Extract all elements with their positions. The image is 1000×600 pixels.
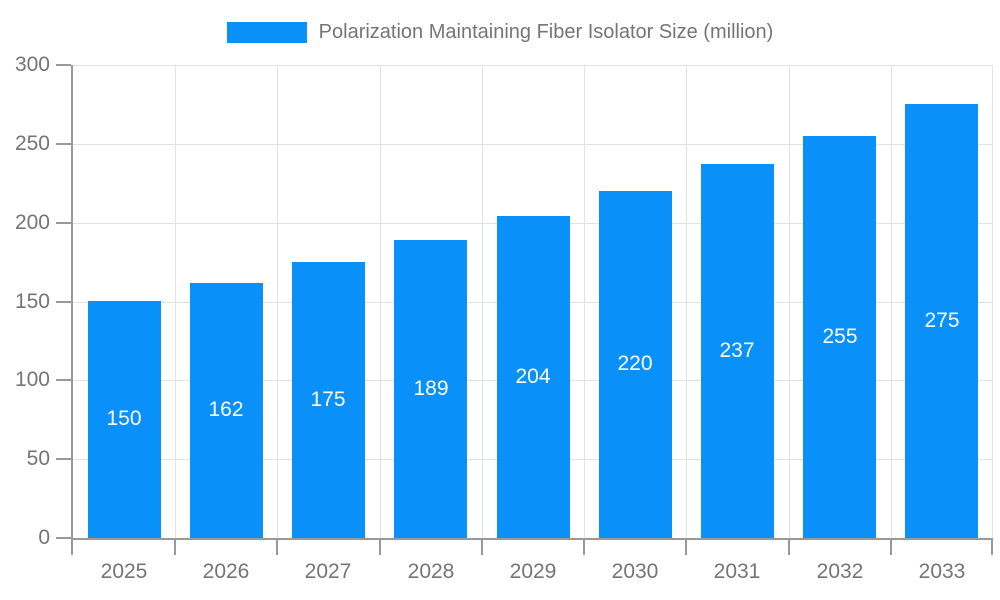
y-axis-tick-label: 150 (14, 290, 50, 313)
x-axis-tick-label: 2032 (816, 560, 864, 583)
gridline-vertical (686, 65, 687, 538)
gridline-vertical (891, 65, 892, 538)
y-axis-tick (56, 222, 71, 224)
legend-label[interactable]: Polarization Maintaining Fiber Isolator … (318, 20, 774, 43)
x-axis-tick (991, 538, 993, 555)
gridline-horizontal (73, 65, 993, 66)
legend[interactable]: Polarization Maintaining Fiber Isolator … (0, 18, 1000, 46)
y-axis-tick-label: 100 (14, 368, 50, 391)
bar-2031[interactable] (701, 164, 774, 538)
plot-area: 150 162 175 189 204 220 237 255 275 0 50 100 150 200… (15, 53, 993, 583)
y-axis-tick-label: 50 (26, 447, 50, 470)
x-axis-tick (583, 538, 585, 555)
y-axis-tick-label: 250 (14, 132, 50, 155)
y-axis-line (71, 65, 73, 540)
x-axis-tick-label: 2033 (918, 560, 966, 583)
bar-2026[interactable] (190, 283, 263, 538)
x-axis-tick (71, 538, 73, 555)
y-axis-tick-label: 0 (38, 526, 50, 549)
bar-2033[interactable] (905, 104, 978, 538)
x-axis-tick (481, 538, 483, 555)
legend-swatch-icon[interactable] (226, 21, 307, 43)
gridline-vertical (789, 65, 790, 538)
gridline-vertical (380, 65, 381, 538)
x-axis-line (71, 538, 993, 540)
x-axis-tick-label: 2029 (509, 560, 557, 583)
x-axis-tick (276, 538, 278, 555)
y-axis-tick (56, 301, 71, 303)
gridline-vertical (175, 65, 176, 538)
y-axis-tick-label: 200 (14, 211, 50, 234)
y-axis-tick (56, 537, 71, 539)
x-axis-tick-label: 2027 (304, 560, 352, 583)
gridline-vertical (584, 65, 585, 538)
y-axis-tick (56, 379, 71, 381)
y-axis-tick (56, 143, 71, 145)
bar-2032[interactable] (803, 136, 876, 538)
x-axis-tick (685, 538, 687, 555)
bar-2027[interactable] (292, 262, 365, 538)
gridline-vertical (277, 65, 278, 538)
gridline-vertical (482, 65, 483, 538)
bar-2029[interactable] (497, 216, 570, 538)
bar-2028[interactable] (394, 240, 467, 538)
x-axis-tick-label: 2025 (100, 560, 148, 583)
x-axis-tick (788, 538, 790, 555)
gridline-vertical (992, 65, 993, 538)
x-axis-tick-label: 2031 (713, 560, 761, 583)
y-axis-tick (56, 64, 71, 66)
gridline-horizontal (73, 144, 993, 145)
y-axis-tick (56, 458, 71, 460)
x-axis-tick-label: 2030 (611, 560, 659, 583)
x-axis-tick (379, 538, 381, 555)
x-axis-tick-label: 2028 (407, 560, 455, 583)
bar-2025[interactable] (88, 301, 161, 538)
bar-2030[interactable] (599, 191, 672, 538)
x-axis-tick-label: 2026 (202, 560, 250, 583)
x-axis-tick (890, 538, 892, 555)
y-axis-tick-label: 300 (14, 53, 50, 76)
x-axis-tick (174, 538, 176, 555)
